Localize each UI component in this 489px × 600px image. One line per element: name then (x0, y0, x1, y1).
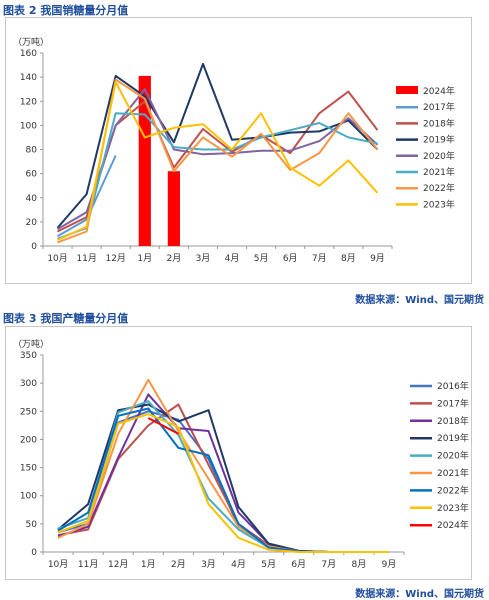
chart-1-y-tick-label: 40 (26, 194, 38, 204)
chart-2-series-line-2024年 (147, 417, 179, 435)
chart-1-legend-swatch (396, 86, 418, 94)
chart-1-y-tick-label: 60 (26, 170, 38, 180)
chart-1-legend-label: 2019年 (423, 134, 455, 146)
chart-2-y-tick-label: 50 (26, 520, 38, 530)
chart-2-unit-label: （万吨） (13, 338, 49, 350)
chart-1-bar-2024年 (167, 171, 180, 246)
chart-1-x-tick-label: 9月 (370, 253, 385, 264)
chart-1-y-tick-label: 0 (31, 242, 37, 252)
chart-2-series-line-2018年 (57, 393, 389, 553)
chart-2-y-tick-label: 0 (31, 548, 37, 558)
chart-1-x-tick-label: 7月 (312, 253, 327, 264)
chart-1-x-tick-label: 3月 (196, 253, 211, 264)
chart-2-title: 图表 3 我国产糖量分月值 (3, 312, 129, 325)
chart-1-series-line-2017年 (57, 155, 117, 238)
chart-2-x-tick-label: 6月 (291, 559, 306, 570)
chart-2-x-tick-label: 9月 (382, 559, 397, 570)
chart-2-y-tick-label: 350 (20, 351, 37, 361)
chart-1-x-tick-label: 11月 (76, 253, 96, 264)
chart-1-legend-label: 2021年 (423, 166, 455, 178)
chart-2-svg: （万吨） 0 50 100 150 200 250 300 350 10月 11月 12月 1月 2月 3月… (13, 338, 469, 570)
chart-2-legend-label: 2018年 (437, 415, 469, 427)
chart-1-legend-label: 2023年 (423, 198, 455, 210)
chart-1-y-tick-label: 120 (20, 97, 37, 107)
chart-2-legend-label: 2019年 (437, 432, 469, 444)
chart-1-series-line-2019年 (56, 62, 379, 229)
chart-2-x-tick-label: 2月 (171, 559, 186, 570)
chart-1-legend-label: 2020年 (423, 150, 455, 162)
chart-2-series-line-2023年 (57, 413, 389, 553)
chart-1-x-tick-label: 4月 (225, 253, 240, 264)
chart-2-y-tick-label: 300 (20, 379, 37, 389)
chart-2-y-tick-label: 100 (20, 492, 37, 502)
chart-1-legend-label: 2024年 (423, 85, 455, 97)
chart-2-panel: （万吨） 0 50 100 150 200 250 300 350 10月 11月 12月 1月 2月 3月… (5, 326, 472, 580)
chart-2-x-tick-label: 11月 (78, 559, 98, 570)
chart-1-svg: （万吨） 0 20 40 60 80 100 120 140 160 10月 11月 12月 1月 2月 3月… (13, 36, 455, 264)
chart-2-x-tick-label: 3月 (201, 559, 216, 570)
chart-2-legend-label: 2022年 (437, 484, 469, 496)
chart-2-legend-label: 2021年 (437, 467, 469, 479)
chart-1-x-tick-label: 8月 (341, 253, 356, 264)
chart-2-x-tick-label: 12月 (108, 559, 128, 570)
chart-2-x-tick-label: 5月 (261, 559, 276, 570)
chart-1-series-line-2018年 (57, 90, 379, 233)
chart-1-series-line-2023年 (57, 81, 379, 241)
chart-1-y-tick-label: 20 (26, 218, 38, 228)
chart-2-y-tick-label: 150 (20, 464, 37, 474)
chart-2-y-tick-label: 250 (20, 407, 37, 417)
chart-1-x-tick-label: 10月 (47, 253, 67, 264)
chart-2-series-line-2020年 (57, 400, 389, 553)
chart-1-title: 图表 2 我国销糖量分月值 (3, 4, 129, 17)
chart-2-x-tick-label: 4月 (231, 559, 246, 570)
chart-1-x-tick-label: 5月 (254, 253, 269, 264)
chart-1-legend-label: 2018年 (423, 117, 455, 129)
chart-2-legend-label: 2020年 (437, 450, 469, 462)
chart-1-x-tick-label: 12月 (105, 253, 125, 264)
chart-2-legend-label: 2017年 (437, 397, 469, 409)
chart-2-x-tick-label: 10月 (48, 559, 68, 570)
chart-1-y-tick-label: 80 (26, 146, 38, 156)
chart-1-legend-label: 2022年 (423, 182, 455, 194)
chart-1-x-tick-label: 1月 (137, 253, 152, 264)
chart-1-series-line-2021年 (57, 112, 378, 240)
chart-1-source: 数据来源：Wind、国元期货 (355, 295, 484, 306)
chart-1-series-line-2020年 (56, 88, 379, 230)
chart-1-unit-label: （万吨） (13, 36, 49, 48)
chart-2-legend-label: 2016年 (437, 380, 469, 392)
chart-1-x-tick-label: 2月 (167, 253, 182, 264)
chart-2-legend-label: 2024年 (437, 519, 469, 531)
chart-1-y-tick-label: 160 (20, 49, 37, 59)
chart-2-series-line-2021年 (57, 378, 389, 553)
chart-2-x-tick-label: 1月 (141, 559, 156, 570)
chart-1-y-tick-label: 140 (20, 73, 37, 83)
chart-2-legend-label: 2023年 (437, 502, 469, 514)
chart-2-series-line-2017年 (57, 403, 389, 553)
chart-2-y-tick-label: 200 (20, 435, 37, 445)
chart-1-x-tick-label: 6月 (283, 253, 298, 264)
chart-2-x-tick-label: 8月 (352, 559, 367, 570)
chart-2-series-line-2019年 (57, 403, 389, 553)
chart-1-y-tick-label: 100 (20, 121, 37, 131)
chart-1-legend-label: 2017年 (423, 101, 455, 113)
chart-2-x-tick-label: 7月 (321, 559, 336, 570)
chart-1-panel: （万吨） 0 20 40 60 80 100 120 140 160 10月 11月 12月 1月 2月 3月… (5, 17, 472, 284)
chart-2-source: 数据来源：Wind、国元期货 (355, 589, 484, 600)
